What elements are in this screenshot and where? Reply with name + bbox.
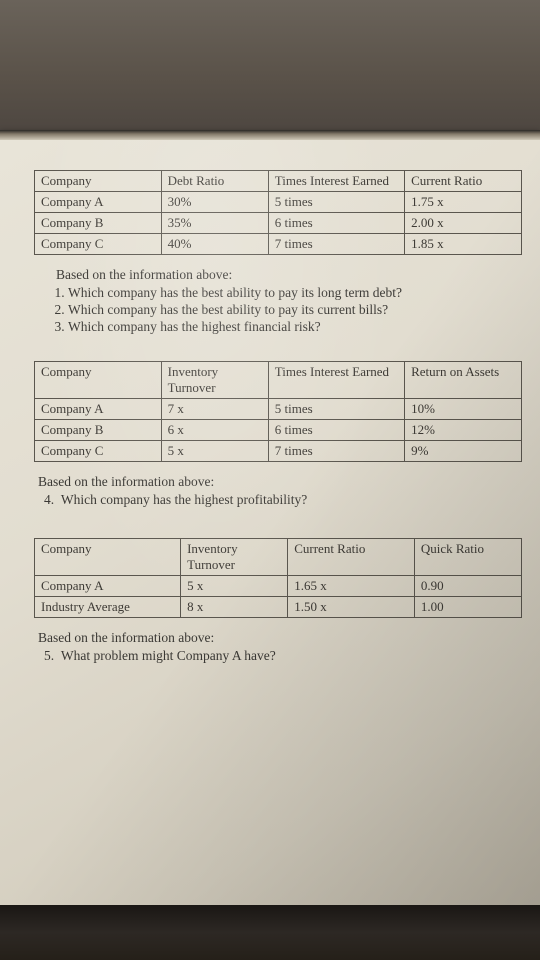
- question-text: What problem might Company A have?: [61, 648, 276, 663]
- cell: 1.00: [414, 597, 521, 618]
- cell: 1.65 x: [288, 576, 415, 597]
- question-item: 5. What problem might Company A have?: [44, 648, 522, 664]
- cell: 6 times: [268, 420, 404, 441]
- cell: Industry Average: [35, 597, 181, 618]
- cell: 35%: [161, 213, 268, 234]
- cell: 12%: [405, 420, 522, 441]
- cell: 7 times: [268, 234, 404, 255]
- cell: 9%: [405, 441, 522, 462]
- table-row: Company C 40% 7 times 1.85 x: [35, 234, 522, 255]
- worksheet-paper: Company Debt Ratio Times Interest Earned…: [0, 140, 540, 905]
- col-header: Company: [35, 539, 181, 576]
- table-row: Company B 6 x 6 times 12%: [35, 420, 522, 441]
- table-header-row: Company Inventory Turnover Times Interes…: [35, 362, 522, 399]
- question-item: Which company has the best ability to pa…: [68, 285, 522, 301]
- table-header-row: Company Inventory Turnover Current Ratio…: [35, 539, 522, 576]
- col-header: Company: [35, 171, 162, 192]
- question-list-1: Which company has the best ability to pa…: [48, 285, 522, 335]
- question-intro-2: Based on the information above:: [38, 474, 522, 490]
- cell: Company C: [35, 441, 162, 462]
- cell: 40%: [161, 234, 268, 255]
- col-header: Debt Ratio: [161, 171, 268, 192]
- cell: 5 x: [161, 441, 268, 462]
- cell: 2.00 x: [405, 213, 522, 234]
- question-number: 5.: [44, 648, 54, 663]
- photo-scene: Company Debt Ratio Times Interest Earned…: [0, 0, 540, 960]
- question-block-3: Based on the information above: 5. What …: [38, 630, 522, 664]
- table-row: Company C 5 x 7 times 9%: [35, 441, 522, 462]
- col-header: Current Ratio: [288, 539, 415, 576]
- table-row: Company A 7 x 5 times 10%: [35, 399, 522, 420]
- cell: Company A: [35, 192, 162, 213]
- table-row: Company A 5 x 1.65 x 0.90: [35, 576, 522, 597]
- question-item: 4. Which company has the highest profita…: [44, 492, 522, 508]
- table-industry-compare: Company Inventory Turnover Current Ratio…: [34, 538, 522, 618]
- col-header: Quick Ratio: [414, 539, 521, 576]
- cell: 7 x: [161, 399, 268, 420]
- cell: 0.90: [414, 576, 521, 597]
- cell: 10%: [405, 399, 522, 420]
- col-header: Return on Assets: [405, 362, 522, 399]
- cell: 1.75 x: [405, 192, 522, 213]
- cell: 6 x: [161, 420, 268, 441]
- col-header: Times Interest Earned: [268, 171, 404, 192]
- cell: 7 times: [268, 441, 404, 462]
- background-wall: [0, 0, 540, 130]
- cell: 5 times: [268, 192, 404, 213]
- question-intro-3: Based on the information above:: [38, 630, 522, 646]
- col-header: Company: [35, 362, 162, 399]
- cell: Company A: [35, 399, 162, 420]
- cell: Company B: [35, 213, 162, 234]
- table-debt-ratios: Company Debt Ratio Times Interest Earned…: [34, 170, 522, 255]
- question-text: Which company has the highest profitabil…: [61, 492, 307, 507]
- col-header: Inventory Turnover: [161, 362, 268, 399]
- question-block-2: Based on the information above: 4. Which…: [38, 474, 522, 508]
- cell: Company C: [35, 234, 162, 255]
- question-number: 4.: [44, 492, 54, 507]
- cell: 5 times: [268, 399, 404, 420]
- cell: 6 times: [268, 213, 404, 234]
- cell: Company B: [35, 420, 162, 441]
- cell: 5 x: [181, 576, 288, 597]
- cell: Company A: [35, 576, 181, 597]
- cell: 1.85 x: [405, 234, 522, 255]
- table-row: Industry Average 8 x 1.50 x 1.00: [35, 597, 522, 618]
- question-item: Which company has the highest financial …: [68, 319, 522, 335]
- desk-surface: [0, 905, 540, 960]
- col-header: Current Ratio: [405, 171, 522, 192]
- table-header-row: Company Debt Ratio Times Interest Earned…: [35, 171, 522, 192]
- question-intro-1: Based on the information above:: [56, 267, 522, 283]
- page-top-edge: [0, 130, 540, 140]
- cell: 30%: [161, 192, 268, 213]
- question-item: Which company has the best ability to pa…: [68, 302, 522, 318]
- table-row: Company A 30% 5 times 1.75 x: [35, 192, 522, 213]
- cell: 8 x: [181, 597, 288, 618]
- col-header: Inventory Turnover: [181, 539, 288, 576]
- col-header: Times Interest Earned: [268, 362, 404, 399]
- table-profitability: Company Inventory Turnover Times Interes…: [34, 361, 522, 462]
- table-row: Company B 35% 6 times 2.00 x: [35, 213, 522, 234]
- cell: 1.50 x: [288, 597, 415, 618]
